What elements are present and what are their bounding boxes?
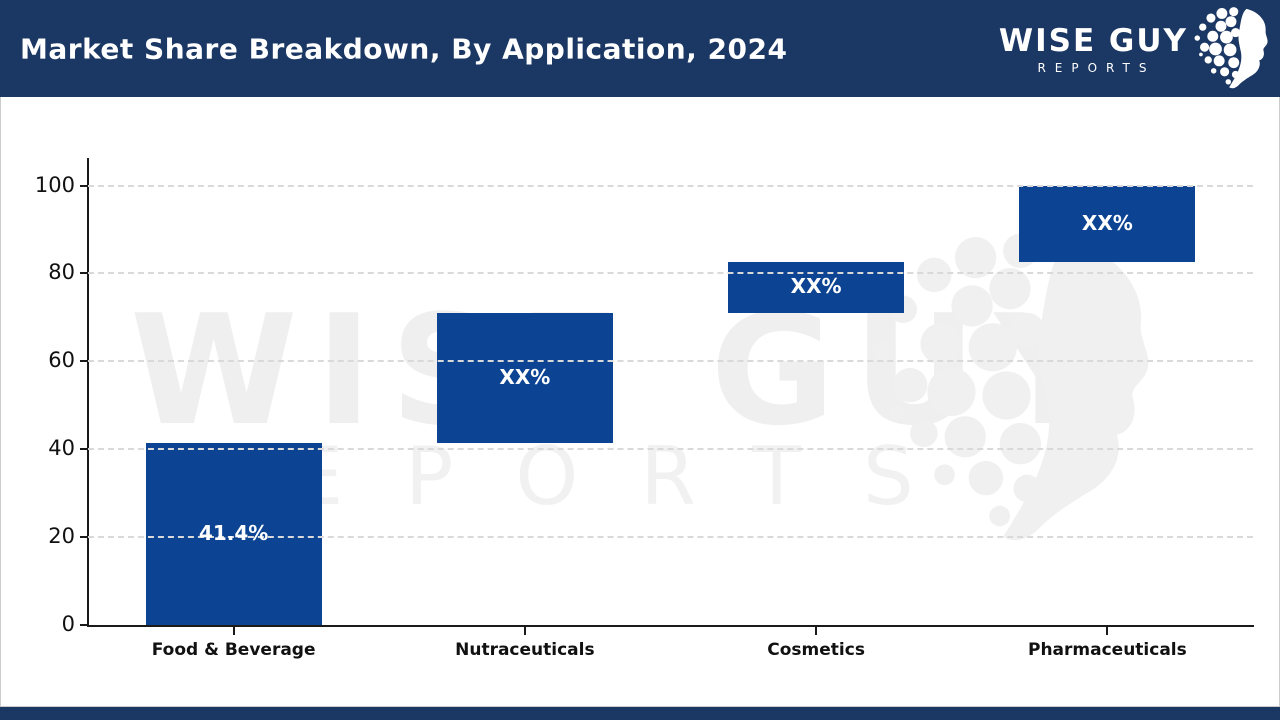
header-bar: Market Share Breakdown, By Application, … [0,0,1280,97]
bar-cosmetics [728,261,905,313]
x-category-label: Cosmetics [767,640,865,660]
bar-value-label: XX% [1081,210,1133,235]
y-tick-label: 80 [48,260,75,285]
page-title: Market Share Breakdown, By Application, … [20,32,788,65]
y-tick-mark [80,184,88,187]
brand-name: WISE GUY [998,23,1188,59]
y-tick-mark [80,624,88,626]
wise-guy-head-icon [1194,7,1268,89]
y-tick-label: 100 [34,172,75,197]
y-tick-label: 20 [48,524,75,549]
footer-bar [0,707,1280,720]
x-tick-mark [232,627,235,635]
gridline [88,448,1253,451]
bar-value-label: XX% [790,274,842,299]
y-tick-label: 0 [61,612,75,636]
y-tick-mark [80,448,88,451]
x-tick-mark [815,627,818,635]
x-tick-mark [1106,627,1109,635]
y-tick-label: 60 [48,348,75,373]
gridline [88,360,1253,363]
bar-food-beverage [145,443,322,625]
gridline [88,536,1253,539]
brand-logo-text: WISE GUY REPORTS [999,23,1188,75]
brand-subtitle: REPORTS [1037,61,1156,75]
bar-value-label: XX% [499,365,551,389]
y-tick-mark [80,536,88,539]
x-category-label: Pharmaceuticals [1027,640,1187,660]
x-axis-line [87,625,1254,627]
gridline [88,272,1253,275]
brand-logo: WISE GUY REPORTS [999,4,1272,94]
y-tick-mark [80,272,88,275]
y-tick-mark [80,360,88,363]
gridline [88,184,1253,187]
x-tick-mark [523,627,526,635]
x-category-label: Nutraceuticals [455,640,595,660]
y-tick-label: 40 [48,436,75,461]
bar-nutraceuticals [436,312,613,444]
bar-value-label: 41.4% [198,521,269,546]
y-axis-line [87,158,89,627]
x-category-label: Food & Beverage [151,640,316,660]
